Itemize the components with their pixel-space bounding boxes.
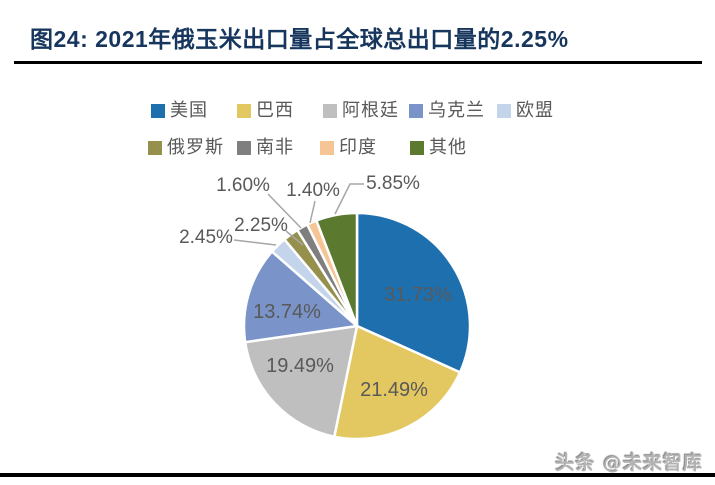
- leader-line: [233, 239, 277, 246]
- slice-percent-label: 31.73%: [384, 284, 452, 306]
- legend-item: 阿根廷: [323, 102, 399, 120]
- slice-percent-label: 19.49%: [266, 355, 334, 377]
- title-divider: [14, 61, 702, 64]
- legend-item-label: 南非: [256, 137, 294, 158]
- legend-item: 美国: [151, 102, 208, 120]
- slice-percent-label: 2.45%: [179, 227, 233, 248]
- legend-item-label: 欧盟: [516, 100, 554, 121]
- pie-slice: [242, 250, 359, 344]
- legend-item: 印度: [320, 139, 377, 157]
- bottom-divider: [0, 473, 715, 477]
- legend-swatch: [320, 141, 334, 155]
- legend-item: 欧盟: [497, 102, 554, 120]
- legend-swatch: [237, 104, 251, 118]
- pie-slice: [315, 211, 359, 328]
- legend-swatch: [497, 104, 511, 118]
- leader-line: [267, 193, 302, 229]
- legend-item-label: 乌克兰: [428, 100, 485, 121]
- legend-item: 巴西: [237, 102, 294, 120]
- leader-line: [285, 230, 304, 246]
- slice-percent-label: 21.49%: [360, 379, 428, 401]
- legend-swatch: [148, 141, 162, 155]
- watermark: 头条 @未来智库: [555, 452, 703, 474]
- legend-item-label: 阿根廷: [342, 100, 399, 121]
- leader-line: [309, 200, 316, 224]
- legend-item-label: 美国: [170, 100, 208, 121]
- legend-item: 俄罗斯: [148, 139, 224, 157]
- legend-item: 乌克兰: [409, 102, 485, 120]
- figure-title: 图24: 2021年俄玉米出口量占全球总出口量的2.25%: [30, 26, 569, 52]
- legend-item-label: 其他: [429, 137, 467, 158]
- pie-slice: [355, 211, 472, 374]
- slice-percent-label: 5.85%: [366, 173, 420, 194]
- legend-item-label: 巴西: [256, 100, 294, 121]
- legend-swatch: [151, 104, 165, 118]
- legend-item: 其他: [410, 139, 467, 157]
- legend-item-label: 印度: [339, 137, 377, 158]
- pie-slice: [243, 324, 359, 438]
- legend-item-label: 俄罗斯: [167, 137, 224, 158]
- slice-percent-label: 2.25%: [234, 215, 288, 236]
- legend-swatch: [237, 141, 251, 155]
- legend-swatch: [410, 141, 424, 155]
- pie-slice: [333, 324, 462, 441]
- slice-percent-label: 1.60%: [216, 175, 270, 196]
- legend-swatch: [409, 104, 423, 118]
- legend-swatch: [323, 104, 337, 118]
- legend-item: 南非: [237, 139, 294, 157]
- chart-legend: 美国 巴西 阿根廷 乌克兰 欧盟俄罗斯 南非 印度 其他: [0, 0, 715, 170]
- slice-percent-label: 13.74%: [253, 301, 321, 323]
- slice-percent-label: 1.40%: [286, 180, 340, 201]
- leader-line: [334, 183, 364, 215]
